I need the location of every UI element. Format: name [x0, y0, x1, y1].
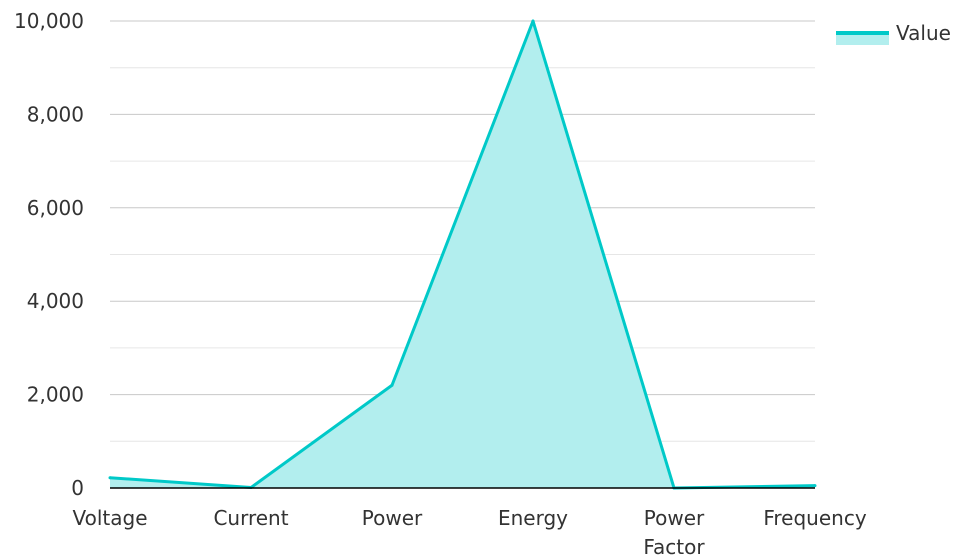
y-tick-label: 6,000 — [27, 196, 84, 220]
data-point-power — [390, 383, 394, 387]
x-tick-label: Voltage — [72, 506, 147, 530]
y-tick-label: 0 — [71, 476, 84, 500]
x-axis-ticks: Voltage Current Power Energy Power Factor Freq… — [72, 506, 866, 559]
data-point-frequency — [813, 484, 817, 488]
x-tick-label: Current — [213, 506, 288, 530]
y-tick-label: 4,000 — [27, 289, 84, 313]
legend-label: Value — [896, 21, 951, 45]
data-point-voltage — [108, 476, 112, 480]
y-tick-label: 2,000 — [27, 383, 84, 407]
y-axis-ticks: 0 2,000 4,000 6,000 8,000 10,000 — [14, 9, 84, 500]
legend: Value — [836, 21, 951, 45]
x-tick-label: Frequency — [763, 506, 866, 530]
y-tick-label: 10,000 — [14, 9, 84, 33]
x-tick-label: Energy — [498, 506, 568, 530]
x-tick-label: Power Factor — [643, 506, 705, 559]
x-tick-label: Power — [362, 506, 423, 530]
data-point-energy — [531, 19, 535, 23]
y-tick-label: 8,000 — [27, 102, 84, 126]
legend-swatch-fill — [836, 33, 889, 45]
